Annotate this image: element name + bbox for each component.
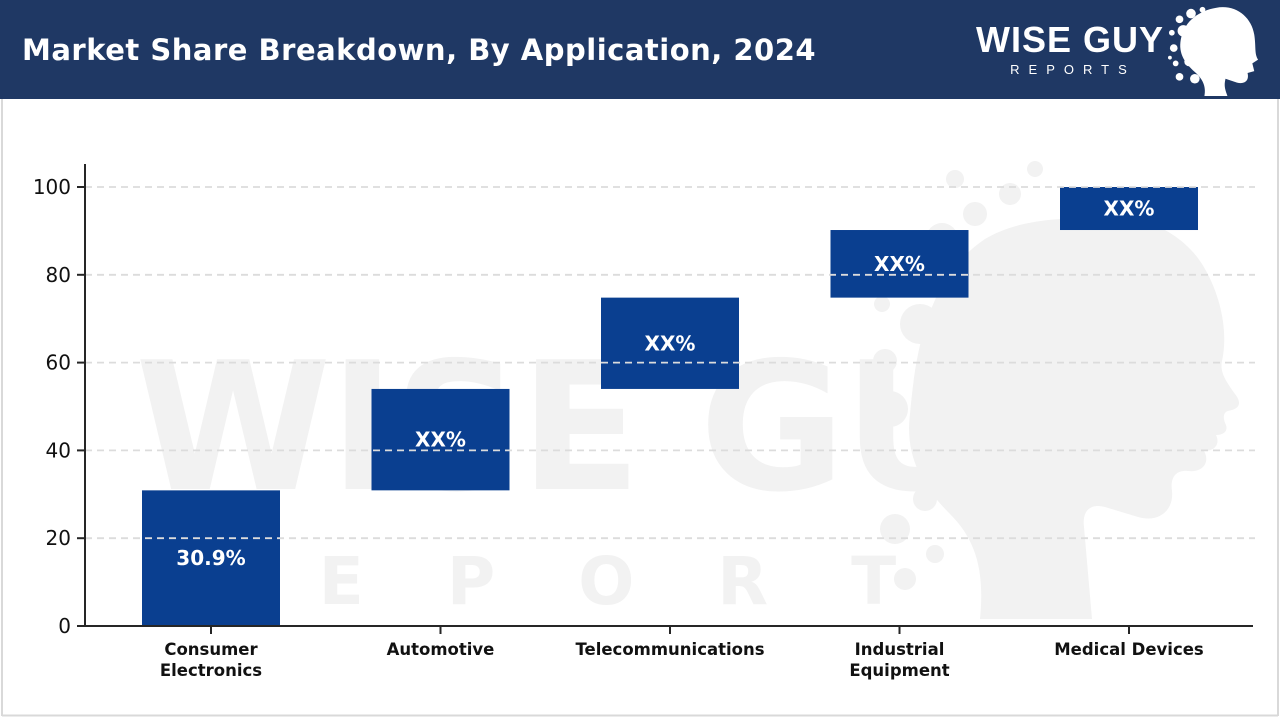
x-tick-label: Automotive: [387, 640, 495, 659]
y-tick-label: 100: [33, 175, 71, 199]
face-profile-logo-icon: [1168, 6, 1259, 96]
x-tick-label: Equipment: [849, 661, 949, 680]
x-tick-label: Telecommunications: [575, 640, 764, 659]
y-tick-label: 0: [58, 614, 71, 638]
logo-wordmark: WISE GUY: [975, 19, 1164, 60]
logo-text: WISE GUY REPORTS: [975, 19, 1164, 78]
y-tick-label: 60: [46, 351, 71, 375]
bar-value-label: 30.9%: [176, 546, 245, 570]
logo-subtitle: REPORTS: [1010, 62, 1136, 77]
bar-telecommunications: [601, 297, 739, 389]
y-tick-label: 20: [46, 526, 71, 550]
y-tick-label: 40: [46, 438, 71, 462]
bar-value-label: XX%: [1104, 197, 1155, 221]
waterfall-chart: WISE GUY R E P O R T S 020406080100Consu…: [1, 99, 1279, 717]
y-tick-label: 80: [46, 263, 71, 287]
bar-automotive: [371, 388, 510, 491]
chart-area: WISE GUY R E P O R T S 0 20 40 60 80 100 Consu…: [0, 99, 1280, 720]
bar-value-label: XX%: [415, 428, 466, 452]
x-tick-label: Electronics: [160, 661, 262, 680]
page-title: Market Share Breakdown, By Application, …: [22, 32, 817, 67]
bar-value-label: XX%: [874, 252, 925, 276]
wise-guy-logo: WISE GUY REPORTS: [976, 4, 1262, 96]
bar-medical-devices: [1060, 187, 1198, 231]
bar-industrial-equipment: [830, 230, 969, 298]
watermark-subtitle: R E P O R T S: [185, 543, 1057, 620]
x-tick-label: Medical Devices: [1054, 640, 1204, 659]
watermark-face-profile-icon: [872, 161, 1240, 619]
bar-consumer-electronics: [142, 490, 280, 626]
page-frame: [1, 99, 1279, 717]
x-tick-label: Consumer: [164, 640, 258, 659]
bar-value-label: XX%: [645, 331, 696, 355]
x-tick-label: Industrial: [855, 640, 945, 659]
header-bar: Market Share Breakdown, By Application, …: [0, 0, 1280, 99]
